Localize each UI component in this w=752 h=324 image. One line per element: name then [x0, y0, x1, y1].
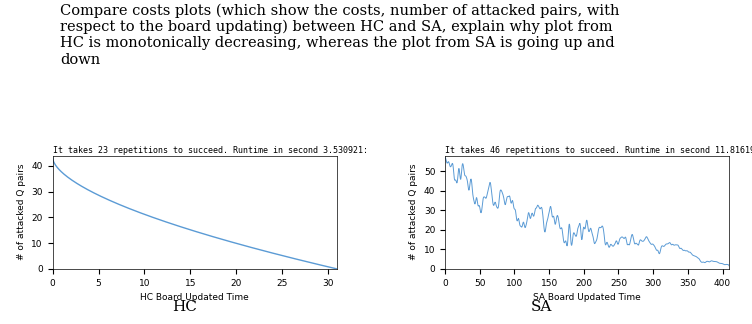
Y-axis label: # of attacked Q pairs: # of attacked Q pairs	[409, 164, 418, 260]
Y-axis label: # of attacked Q pairs: # of attacked Q pairs	[17, 164, 26, 260]
Text: Compare costs plots (which show the costs, number of attacked pairs, with
respec: Compare costs plots (which show the cost…	[60, 3, 620, 67]
X-axis label: HC Board Updated Time: HC Board Updated Time	[141, 293, 249, 302]
Text: It takes 46 repetitions to succeed. Runtime in second 11.816195:: It takes 46 repetitions to succeed. Runt…	[445, 146, 752, 155]
Text: HC: HC	[171, 300, 197, 314]
Text: It takes 23 repetitions to succeed. Runtime in second 3.530921:: It takes 23 repetitions to succeed. Runt…	[53, 146, 368, 155]
X-axis label: SA Board Updated Time: SA Board Updated Time	[533, 293, 641, 302]
Text: SA: SA	[531, 300, 552, 314]
